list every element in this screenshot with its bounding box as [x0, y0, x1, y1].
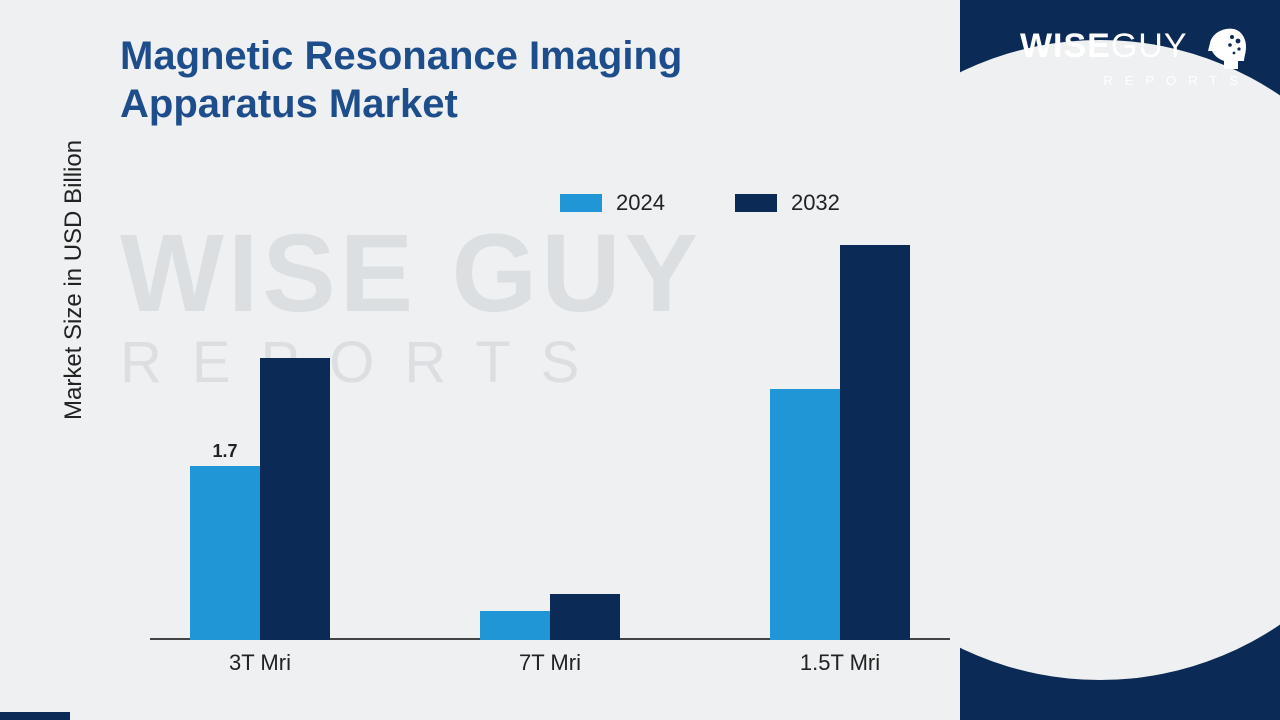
- bottom-accent-strip: [0, 712, 70, 720]
- wiseguy-logo: WISEGUY REPORTS: [1020, 25, 1250, 88]
- legend-item-2032: 2032: [735, 190, 840, 216]
- y-axis-label: Market Size in USD Billion: [60, 140, 88, 420]
- bar-group-1: 7T Mri: [480, 594, 620, 640]
- bar-group-2: 1.5T Mri: [770, 245, 910, 640]
- logo-head-icon: [1204, 25, 1250, 71]
- category-label-0: 3T Mri: [229, 650, 291, 676]
- legend-swatch-2032: [735, 194, 777, 212]
- legend: 2024 2032: [560, 190, 840, 216]
- bar-group-0: 1.7 3T Mri: [190, 358, 330, 640]
- logo-text-wise: WISE: [1020, 27, 1111, 65]
- chart-title: Magnetic Resonance Imaging Apparatus Mar…: [120, 32, 760, 128]
- category-label-1: 7T Mri: [519, 650, 581, 676]
- legend-label-2032: 2032: [791, 190, 840, 216]
- bar-2-series0: [770, 389, 840, 640]
- bar-2-series1: [840, 245, 910, 640]
- chart-canvas: WISEGUY REPORTS WISE GUY REPORTS Magneti…: [0, 0, 1280, 720]
- logo-text-reports: REPORTS: [1020, 73, 1250, 88]
- legend-item-2024: 2024: [560, 190, 665, 216]
- category-label-2: 1.5T Mri: [800, 650, 880, 676]
- bar-0-series1: [260, 358, 330, 640]
- logo-text-guy: GUY: [1111, 27, 1188, 65]
- legend-swatch-2024: [560, 194, 602, 212]
- bar-0-series0: 1.7: [190, 466, 260, 640]
- legend-label-2024: 2024: [616, 190, 665, 216]
- bar-value-label: 1.7: [212, 441, 237, 462]
- bar-1-series1: [550, 594, 620, 640]
- bar-1-series0: [480, 611, 550, 640]
- plot-area: 1.7 3T Mri 7T Mri 1.5T Mri: [150, 230, 950, 640]
